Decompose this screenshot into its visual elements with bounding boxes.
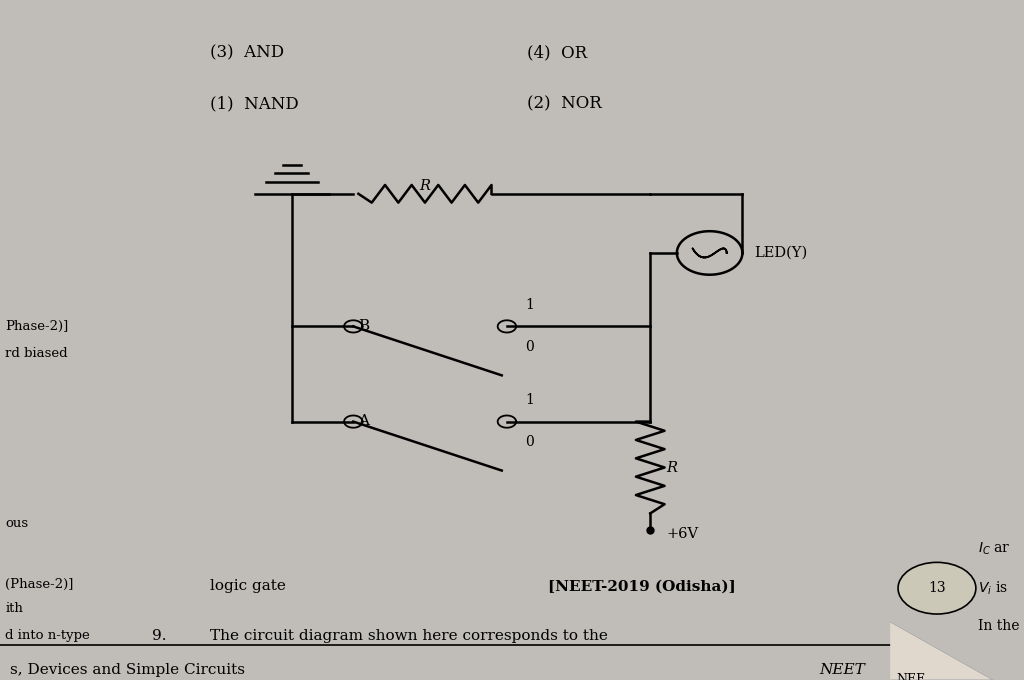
Text: R: R	[420, 179, 430, 193]
Text: (Phase-2)]: (Phase-2)]	[5, 578, 74, 591]
Text: R: R	[667, 460, 678, 475]
Text: LED(Y): LED(Y)	[755, 246, 808, 260]
Circle shape	[898, 562, 976, 614]
Text: 13: 13	[928, 581, 946, 595]
Text: Phase-2)]: Phase-2)]	[5, 320, 69, 333]
Text: B: B	[358, 319, 369, 333]
Text: 1: 1	[525, 393, 535, 407]
Text: s, Devices and Simple Circuits: s, Devices and Simple Circuits	[10, 663, 245, 677]
Text: +6V: +6V	[667, 527, 698, 541]
Text: NEE: NEE	[896, 673, 926, 680]
Text: [NEET-2019 (Odisha)]: [NEET-2019 (Odisha)]	[548, 579, 735, 594]
Text: $V_i$ is: $V_i$ is	[978, 579, 1008, 597]
Text: (1)  NAND: (1) NAND	[210, 95, 299, 112]
Text: A: A	[358, 414, 369, 428]
Polygon shape	[891, 622, 993, 680]
Text: The circuit diagram shown here corresponds to the: The circuit diagram shown here correspon…	[210, 629, 608, 643]
Text: 1: 1	[525, 298, 535, 311]
Text: $I_C$ ar: $I_C$ ar	[978, 541, 1011, 557]
Text: 9.: 9.	[152, 629, 166, 643]
Text: rd biased: rd biased	[5, 347, 68, 360]
Text: In the: In the	[978, 619, 1020, 633]
Text: d into n-type: d into n-type	[5, 629, 90, 642]
Text: 0: 0	[525, 435, 535, 449]
Text: (3)  AND: (3) AND	[210, 44, 284, 61]
Text: ith: ith	[5, 602, 23, 615]
Text: logic gate: logic gate	[210, 579, 286, 594]
Text: NEET: NEET	[819, 663, 865, 677]
Text: (2)  NOR: (2) NOR	[527, 95, 602, 112]
Text: 0: 0	[525, 340, 535, 354]
Text: ous: ous	[5, 517, 29, 530]
Text: (4)  OR: (4) OR	[527, 44, 588, 61]
